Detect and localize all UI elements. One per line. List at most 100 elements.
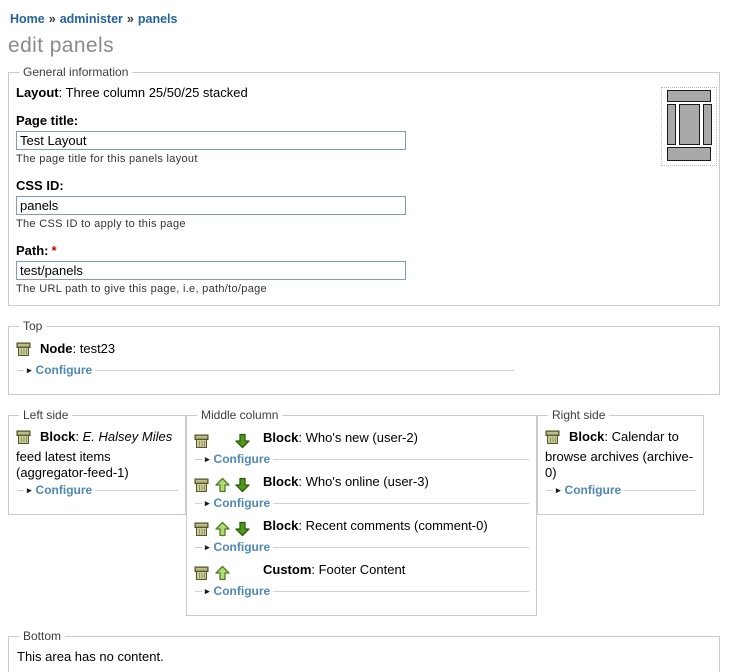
trash-icon[interactable] <box>194 565 211 581</box>
configure-fieldset: ▸ Configure <box>195 496 529 510</box>
configure-link[interactable]: Configure <box>35 363 93 377</box>
pane-title-text: : Footer Content <box>311 562 406 577</box>
page-title-input[interactable] <box>16 131 406 150</box>
pane-title-text: : Who's new (user-2) <box>298 430 418 445</box>
collapsed-caret-icon: ▸ <box>205 586 210 596</box>
left-side-legend: Left side <box>23 408 69 422</box>
layout-thumbnail-left-col <box>666 104 676 145</box>
right-side-section: Right side Block: Calendar to browse arc… <box>537 408 704 515</box>
arrow-down-icon[interactable] <box>234 477 251 493</box>
pane-middle-footer-content: Custom: Footer Content <box>194 561 529 582</box>
css-id-field-group: CSS ID: The CSS ID to apply to this page <box>16 178 712 230</box>
collapsed-caret-icon: ▸ <box>205 454 210 464</box>
css-id-field-description: The CSS ID to apply to this page <box>16 218 186 230</box>
breadcrumb: Home» administer» panels <box>10 12 720 26</box>
pane-title-emphasis: E. Halsey Miles <box>82 429 173 444</box>
pane-middle-whos-new: Block: Who's new (user-2) <box>194 429 529 450</box>
arrow-down-icon[interactable] <box>234 433 251 449</box>
bottom-area-legend: Bottom <box>23 629 62 643</box>
page-title-field-group: Page title: The page title for this pane… <box>16 113 712 165</box>
required-marker: * <box>51 243 57 258</box>
top-area-legend: Top <box>23 319 43 333</box>
collapsed-caret-icon: ▸ <box>205 542 210 552</box>
pane-title-text: : Who's online (user-3) <box>298 474 429 489</box>
pane-type-label: Node <box>40 341 73 356</box>
pane-type-label: Custom <box>263 562 312 577</box>
configure-link[interactable]: Configure <box>213 584 271 598</box>
configure-fieldset: ▸ Configure <box>546 483 696 497</box>
middle-column-section: Middle column Block: Who's new (user-2) … <box>186 408 537 616</box>
top-area-section: Top Node: test23 ▸ Configure <box>8 319 720 395</box>
right-side-legend: Right side <box>552 408 606 422</box>
layout-summary: Layout: Three column 25/50/25 stacked <box>16 85 712 100</box>
breadcrumb-separator: » <box>48 12 56 26</box>
pane-left-block: Block: E. Halsey Miles feed latest items… <box>16 429 178 481</box>
page-title-field-label: Page title: <box>16 113 79 128</box>
arrow-down-icon[interactable] <box>234 521 251 537</box>
trash-icon[interactable] <box>16 429 32 449</box>
pane-type-label: Block <box>263 430 299 445</box>
collapsed-caret-icon: ▸ <box>27 485 32 495</box>
pane-right-block: Block: Calendar to browse archives (arch… <box>545 429 696 481</box>
trash-icon[interactable] <box>194 521 211 537</box>
pane-title-text: : Recent comments (comment-0) <box>298 518 488 533</box>
pane-type-label: Block <box>569 429 605 444</box>
configure-link[interactable]: Configure <box>213 540 271 554</box>
trash-icon[interactable] <box>194 477 211 493</box>
page-title-field-description: The page title for this panels layout <box>16 153 198 165</box>
configure-fieldset: ▸ Configure <box>195 584 529 598</box>
pane-type-label: Block <box>263 474 299 489</box>
configure-fieldset: ▸ Configure <box>195 452 529 466</box>
layout-thumbnail-top-bar <box>667 90 711 102</box>
configure-link[interactable]: Configure <box>564 483 622 497</box>
breadcrumb-link-administer[interactable]: administer <box>59 12 123 26</box>
general-information-section: General information Layout: Three column… <box>8 65 720 306</box>
pane-middle-whos-online: Block: Who's online (user-3) <box>194 473 529 494</box>
page-title: edit panels <box>8 34 114 57</box>
layout-thumbnail-right-col <box>702 104 712 145</box>
layout-thumbnail-center-col <box>678 104 700 145</box>
left-side-section: Left side Block: E. Halsey Miles feed la… <box>8 408 186 515</box>
path-field-label: Path: * <box>16 243 57 258</box>
middle-column-legend: Middle column <box>201 408 279 422</box>
path-input[interactable] <box>16 261 406 280</box>
arrow-up-icon[interactable] <box>214 477 231 493</box>
bottom-area-empty-text: This area has no content. <box>17 649 164 664</box>
configure-link[interactable]: Configure <box>213 452 271 466</box>
configure-link[interactable]: Configure <box>213 496 271 510</box>
configure-link[interactable]: Configure <box>35 483 93 497</box>
css-id-input[interactable] <box>16 196 406 215</box>
arrow-up-slot-empty <box>214 433 231 449</box>
layout-label: Layout <box>16 85 59 100</box>
css-id-field-label: CSS ID: <box>16 178 64 193</box>
path-field-group: Path:* The URL path to give this page, i… <box>16 243 712 295</box>
trash-icon[interactable] <box>194 433 211 449</box>
general-information-legend: General information <box>23 65 129 79</box>
trash-icon[interactable] <box>16 341 32 361</box>
pane-middle-recent-comments: Block: Recent comments (comment-0) <box>194 517 529 538</box>
pane-title-text: feed latest items (aggregator-feed-1) <box>16 449 129 480</box>
pane-title-text: : Calendar to browse archives (archive-0… <box>545 429 694 480</box>
layout-thumbnail-bottom-bar <box>667 147 711 161</box>
collapsed-caret-icon: ▸ <box>27 365 32 375</box>
collapsed-caret-icon: ▸ <box>205 498 210 508</box>
arrow-up-icon[interactable] <box>214 565 231 581</box>
pane-type-label: Block <box>40 429 76 444</box>
configure-fieldset: ▸ Configure <box>195 540 529 554</box>
pane-top-node: Node: test23 <box>16 340 712 361</box>
path-field-description: The URL path to give this page, i.e, pat… <box>16 283 267 295</box>
arrow-up-icon[interactable] <box>214 521 231 537</box>
arrow-down-slot-empty <box>234 565 251 581</box>
layout-thumbnail <box>661 87 717 166</box>
breadcrumb-link-home[interactable]: Home <box>10 12 45 26</box>
layout-value: : Three column 25/50/25 stacked <box>58 85 248 100</box>
pane-title-sep: : <box>75 429 83 444</box>
pane-type-label: Block <box>263 518 299 533</box>
breadcrumb-separator: » <box>126 12 134 26</box>
breadcrumb-link-panels[interactable]: panels <box>137 12 178 26</box>
trash-icon[interactable] <box>545 429 561 449</box>
configure-fieldset: ▸ Configure <box>17 363 514 377</box>
configure-fieldset: ▸ Configure <box>17 483 178 497</box>
columns-row: Left side Block: E. Halsey Miles feed la… <box>8 408 720 616</box>
